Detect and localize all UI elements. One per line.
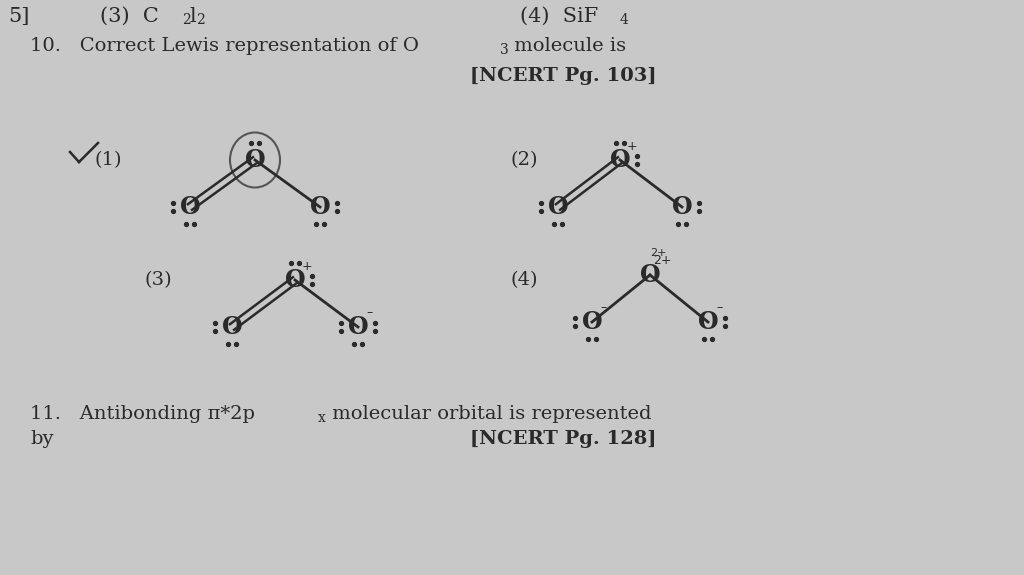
- Text: (2): (2): [510, 151, 538, 169]
- Text: O: O: [672, 195, 692, 219]
- Text: O: O: [179, 195, 201, 219]
- Text: 2: 2: [196, 13, 205, 27]
- Text: [NCERT Pg. 103]: [NCERT Pg. 103]: [470, 67, 656, 85]
- Text: 3: 3: [500, 43, 509, 57]
- Text: O: O: [348, 315, 369, 339]
- Text: (3): (3): [145, 271, 173, 289]
- Text: 10.   Correct Lewis representation of O: 10. Correct Lewis representation of O: [30, 37, 419, 55]
- Text: O: O: [221, 315, 243, 339]
- Text: O: O: [309, 195, 331, 219]
- Text: –: –: [717, 301, 723, 315]
- Text: 5]: 5]: [8, 7, 30, 26]
- Text: (4): (4): [510, 271, 538, 289]
- Text: molecular orbital is represented: molecular orbital is represented: [326, 405, 651, 423]
- Text: 2+: 2+: [652, 255, 672, 267]
- Text: (3)  C: (3) C: [100, 7, 159, 26]
- Text: –: –: [601, 301, 607, 315]
- Text: [NCERT Pg. 128]: [NCERT Pg. 128]: [470, 430, 656, 448]
- Text: 4: 4: [620, 13, 629, 27]
- Text: +: +: [627, 140, 637, 152]
- Text: O: O: [697, 310, 718, 334]
- Text: O: O: [582, 310, 602, 334]
- Text: +: +: [302, 259, 312, 273]
- Text: (1): (1): [95, 151, 123, 169]
- Text: O: O: [609, 148, 631, 172]
- Text: O: O: [285, 268, 305, 292]
- Text: O: O: [548, 195, 568, 219]
- Text: molecule is: molecule is: [508, 37, 626, 55]
- Text: 2+: 2+: [650, 248, 667, 258]
- Text: 2: 2: [182, 13, 190, 27]
- Text: x: x: [318, 411, 326, 425]
- Text: 11.   Antibonding π*2p: 11. Antibonding π*2p: [30, 405, 255, 423]
- Text: (4)  SiF: (4) SiF: [520, 7, 598, 26]
- Text: O: O: [245, 148, 265, 172]
- Text: l: l: [189, 7, 196, 26]
- Text: by: by: [30, 430, 53, 448]
- Text: –: –: [367, 306, 373, 320]
- Text: O: O: [640, 263, 660, 287]
